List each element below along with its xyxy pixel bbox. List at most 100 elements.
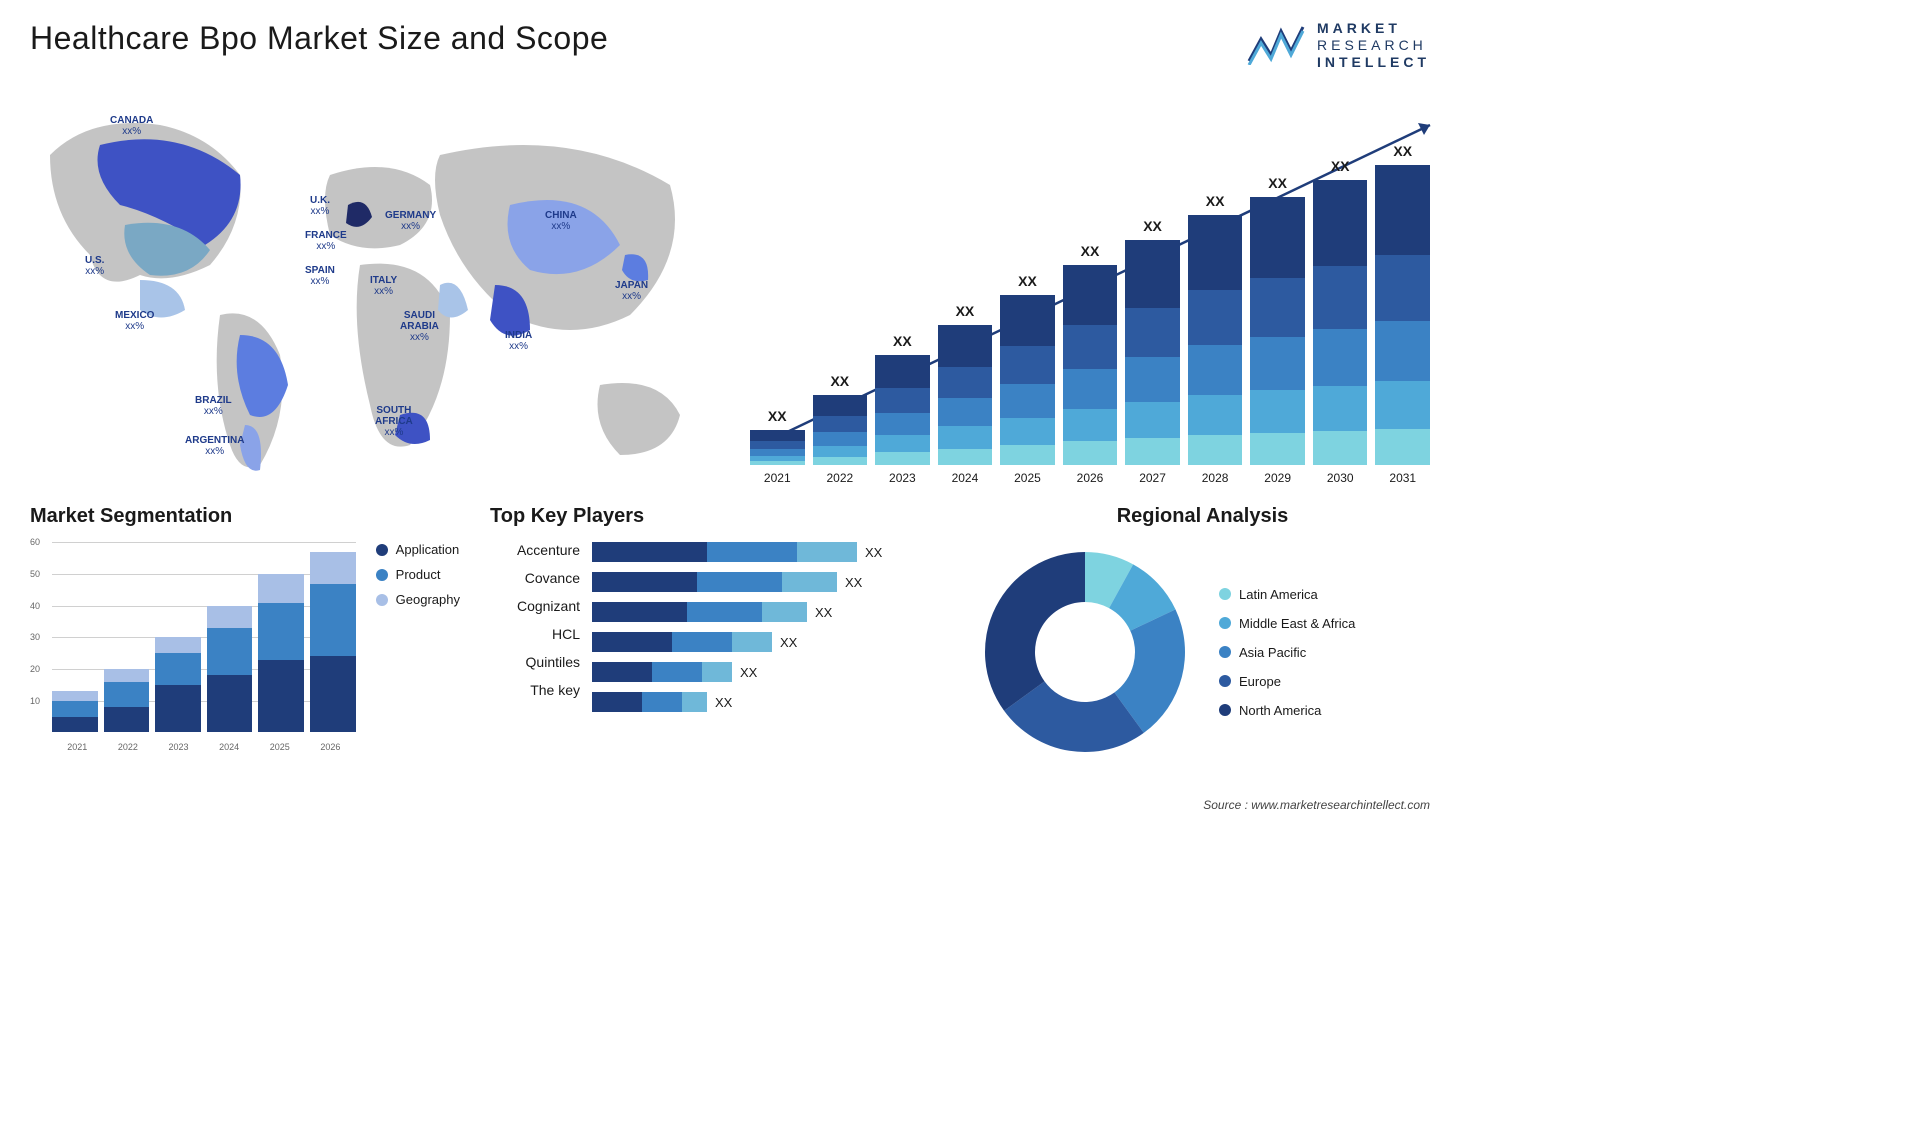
key-players-panel: Top Key Players Accenture Covance Cognizan… bbox=[490, 505, 945, 762]
seg-legend-product: Product bbox=[376, 567, 460, 582]
growth-x-2030: 2030 bbox=[1313, 471, 1368, 485]
seg-x-2024: 2024 bbox=[204, 742, 255, 752]
growth-x-2031: 2031 bbox=[1375, 471, 1430, 485]
seg-x-2026: 2026 bbox=[305, 742, 356, 752]
seg-bar-2026 bbox=[310, 552, 356, 733]
key-players-title: Top Key Players bbox=[490, 505, 945, 528]
seg-x-2021: 2021 bbox=[52, 742, 103, 752]
map-label-italy: ITALYxx% bbox=[370, 275, 397, 297]
map-label-u-s-: U.S.xx% bbox=[85, 255, 104, 277]
growth-x-2024: 2024 bbox=[938, 471, 993, 485]
kp-row-hcl: XX bbox=[592, 632, 945, 652]
seg-bar-2025 bbox=[258, 574, 304, 732]
map-label-argentina: ARGENTINAxx% bbox=[185, 435, 244, 457]
kp-label-hcl: HCL bbox=[490, 626, 580, 642]
growth-chart: XXXXXXXXXXXXXXXXXXXXXX 20212022202320242… bbox=[740, 85, 1430, 485]
map-label-brazil: BRAZILxx% bbox=[195, 395, 232, 417]
reg-legend-europe: Europe bbox=[1219, 674, 1355, 689]
growth-bar-label: XX bbox=[1188, 193, 1243, 209]
world-map: CANADAxx% U.S.xx% MEXICOxx% BRAZILxx% ARGENT… bbox=[30, 85, 710, 485]
brand-line3: INTELLECT bbox=[1317, 54, 1430, 71]
segmentation-panel: Market Segmentation 20212022202320242025… bbox=[30, 505, 460, 762]
source-attribution: Source : www.marketresearchintellect.com bbox=[1203, 798, 1430, 812]
growth-bar-2030: XX bbox=[1313, 180, 1368, 465]
map-label-saudi-arabia: SAUDIARABIAxx% bbox=[400, 310, 439, 343]
kp-row-quintiles: XX bbox=[592, 662, 945, 682]
growth-bar-2023: XX bbox=[875, 355, 930, 465]
growth-bar-label: XX bbox=[938, 303, 993, 319]
growth-bar-2026: XX bbox=[1063, 265, 1118, 465]
growth-bar-2031: XX bbox=[1375, 165, 1430, 465]
seg-ytick: 20 bbox=[30, 664, 40, 674]
growth-bar-label: XX bbox=[1063, 243, 1118, 259]
map-label-germany: GERMANYxx% bbox=[385, 210, 436, 232]
seg-ytick: 30 bbox=[30, 632, 40, 642]
seg-legend-application: Application bbox=[376, 542, 460, 557]
growth-x-2021: 2021 bbox=[750, 471, 805, 485]
regional-title: Regional Analysis bbox=[975, 505, 1430, 528]
growth-bar-2027: XX bbox=[1125, 240, 1180, 465]
growth-bar-label: XX bbox=[875, 333, 930, 349]
seg-x-2025: 2025 bbox=[254, 742, 305, 752]
brand-logo: MARKET RESEARCH INTELLECT bbox=[1247, 20, 1430, 70]
seg-bar-2022 bbox=[104, 669, 150, 732]
kp-row-covance: XX bbox=[592, 572, 945, 592]
growth-x-2027: 2027 bbox=[1125, 471, 1180, 485]
seg-ytick: 10 bbox=[30, 696, 40, 706]
growth-bar-label: XX bbox=[1375, 143, 1430, 159]
growth-x-2028: 2028 bbox=[1188, 471, 1243, 485]
seg-ytick: 50 bbox=[30, 569, 40, 579]
growth-bar-label: XX bbox=[813, 373, 868, 389]
brand-icon bbox=[1247, 25, 1307, 65]
brand-line1: MARKET bbox=[1317, 20, 1430, 37]
reg-legend-north-america: North America bbox=[1219, 703, 1355, 718]
growth-bar-label: XX bbox=[1313, 158, 1368, 174]
seg-ytick: 60 bbox=[30, 537, 40, 547]
map-label-u-k-: U.K.xx% bbox=[310, 195, 330, 217]
growth-bar-2028: XX bbox=[1188, 215, 1243, 465]
seg-x-2022: 2022 bbox=[103, 742, 154, 752]
page-title: Healthcare Bpo Market Size and Scope bbox=[30, 20, 608, 57]
map-label-canada: CANADAxx% bbox=[110, 115, 153, 137]
growth-bar-2021: XX bbox=[750, 430, 805, 465]
growth-bar-label: XX bbox=[1000, 273, 1055, 289]
map-label-mexico: MEXICOxx% bbox=[115, 310, 154, 332]
reg-legend-middle-east-africa: Middle East & Africa bbox=[1219, 616, 1355, 631]
kp-label-covance: Covance bbox=[490, 570, 580, 586]
kp-row-the-key: XX bbox=[592, 692, 945, 712]
growth-bar-2024: XX bbox=[938, 325, 993, 465]
kp-label-accenture: Accenture bbox=[490, 542, 580, 558]
reg-legend-asia-pacific: Asia Pacific bbox=[1219, 645, 1355, 660]
growth-bar-2025: XX bbox=[1000, 295, 1055, 465]
seg-bar-2024 bbox=[207, 606, 253, 733]
growth-bar-label: XX bbox=[1125, 218, 1180, 234]
growth-bar-2022: XX bbox=[813, 395, 868, 465]
map-label-france: FRANCExx% bbox=[305, 230, 347, 252]
reg-legend-latin-america: Latin America bbox=[1219, 587, 1355, 602]
seg-bar-2023 bbox=[155, 637, 201, 732]
map-label-spain: SPAINxx% bbox=[305, 265, 335, 287]
seg-legend-geography: Geography bbox=[376, 592, 460, 607]
regional-panel: Regional Analysis Latin America Middle Ea… bbox=[975, 505, 1430, 762]
donut-chart bbox=[975, 542, 1195, 762]
donut-slice-north-america bbox=[985, 552, 1085, 711]
growth-bar-label: XX bbox=[750, 408, 805, 424]
growth-x-2029: 2029 bbox=[1250, 471, 1305, 485]
map-label-japan: JAPANxx% bbox=[615, 280, 648, 302]
kp-row-cognizant: XX bbox=[592, 602, 945, 622]
map-label-south-africa: SOUTHAFRICAxx% bbox=[375, 405, 413, 438]
segmentation-title: Market Segmentation bbox=[30, 505, 460, 528]
seg-x-2023: 2023 bbox=[153, 742, 204, 752]
kp-label-the-key: The key bbox=[490, 682, 580, 698]
growth-x-2023: 2023 bbox=[875, 471, 930, 485]
kp-label-cognizant: Cognizant bbox=[490, 598, 580, 614]
growth-bar-label: XX bbox=[1250, 175, 1305, 191]
seg-bar-2021 bbox=[52, 691, 98, 732]
map-label-china: CHINAxx% bbox=[545, 210, 577, 232]
kp-label-quintiles: Quintiles bbox=[490, 654, 580, 670]
brand-line2: RESEARCH bbox=[1317, 37, 1430, 54]
seg-ytick: 40 bbox=[30, 601, 40, 611]
growth-x-2026: 2026 bbox=[1063, 471, 1118, 485]
growth-x-2025: 2025 bbox=[1000, 471, 1055, 485]
map-label-india: INDIAxx% bbox=[505, 330, 532, 352]
